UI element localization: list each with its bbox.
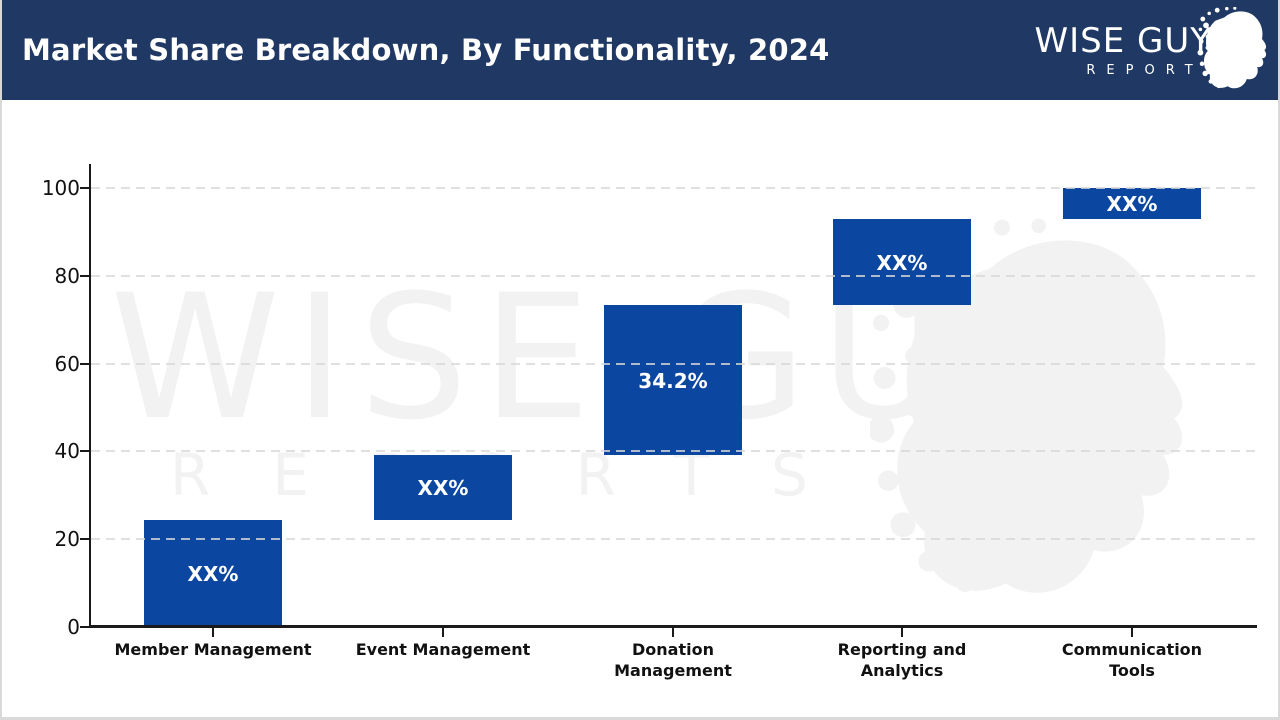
x-tick-label: Donation Management	[614, 640, 732, 680]
bar-value-label: XX%	[417, 476, 469, 501]
x-tick-label: Communication Tools	[1061, 640, 1203, 680]
x-tick-label: Member Management	[114, 640, 312, 659]
logo-primary-text: WISE GUY	[1034, 21, 1212, 61]
y-tick-label: 60	[54, 351, 80, 376]
x-tick-label: Reporting and Analytics	[837, 640, 967, 680]
x-tick-mark	[672, 628, 674, 637]
gridline	[91, 362, 1257, 365]
wise-guy-face-icon	[1197, 7, 1267, 89]
gridline	[91, 450, 1257, 453]
y-tick-label: 0	[67, 615, 80, 639]
bar-value-label: XX%	[876, 250, 928, 275]
y-tick-label: 80	[54, 263, 80, 288]
y-tick-mark	[80, 450, 89, 453]
y-axis-line	[89, 164, 91, 628]
gridline	[91, 274, 1257, 277]
bar-segment-5	[1063, 188, 1201, 219]
bar-value-label: XX%	[187, 562, 239, 587]
bar-segment-1	[144, 519, 282, 627]
watermark-subtext: REPORTS	[170, 441, 870, 509]
bar-segment-4	[833, 218, 971, 305]
gridline	[91, 538, 1257, 541]
y-tick-mark	[80, 187, 89, 189]
wise-guy-logo-wordmark: WISE GUY REPORTS	[1034, 24, 1212, 77]
x-tick-label: Event Management	[355, 640, 531, 659]
bar-value-label: 34.2%	[638, 368, 708, 393]
x-tick-mark	[212, 628, 214, 637]
x-axis-line	[89, 625, 1257, 628]
y-tick-label: 100	[41, 176, 80, 200]
gridline	[91, 187, 1257, 189]
bar-segment-2	[374, 454, 512, 520]
report-header: Market Share Breakdown, By Functionality…	[2, 0, 1278, 100]
bar-segment-3	[604, 304, 742, 455]
x-tick-mark	[901, 628, 903, 637]
bar-value-label: XX%	[1106, 192, 1158, 217]
y-tick-label: 40	[54, 439, 80, 464]
y-tick-mark	[80, 274, 89, 277]
logo-secondary-text: REPORTS	[1086, 63, 1223, 78]
x-tick-mark	[442, 628, 444, 637]
y-tick-mark	[80, 362, 89, 365]
report-title: Market Share Breakdown, By Functionality…	[22, 33, 830, 67]
y-tick-mark	[80, 538, 89, 541]
y-tick-label: 20	[54, 527, 80, 552]
x-tick-mark	[1131, 628, 1133, 637]
y-tick-mark	[80, 626, 89, 628]
